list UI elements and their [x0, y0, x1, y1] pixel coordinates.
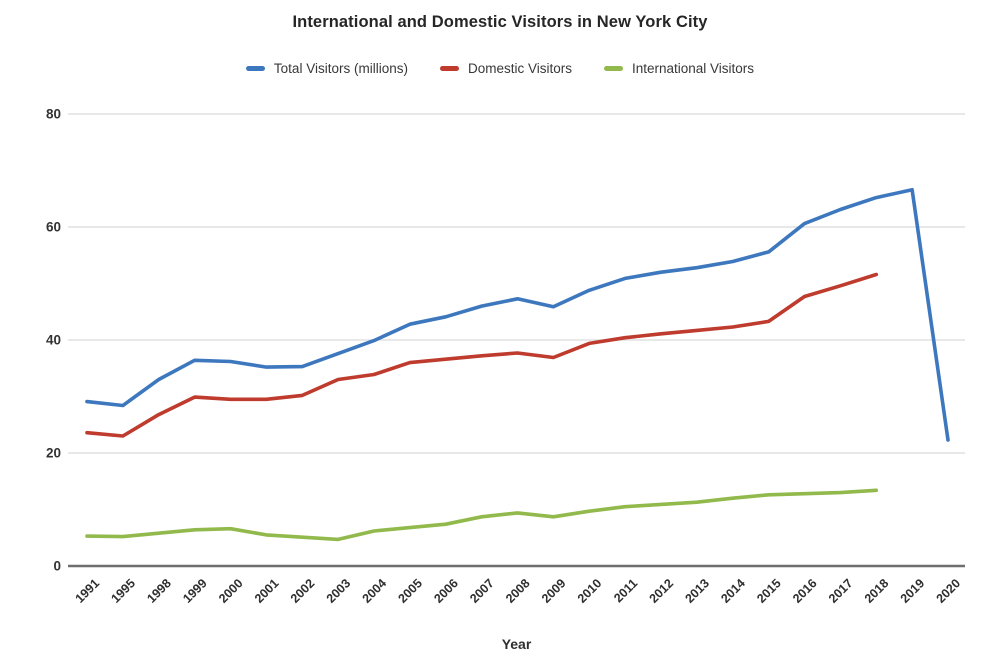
x-tick-label: 2016	[790, 576, 820, 606]
y-tick-label: 20	[46, 446, 61, 461]
x-tick-label: 1991	[73, 576, 103, 606]
x-tick-label: 2020	[934, 576, 964, 606]
x-tick-label: 2011	[611, 576, 640, 605]
x-tick-label: 2000	[216, 576, 246, 606]
x-tick-label: 2003	[324, 576, 354, 606]
x-tick-label: 2012	[647, 576, 677, 606]
legend: Total Visitors (millions) Domestic Visito…	[0, 61, 1000, 76]
y-tick-label: 40	[46, 333, 61, 348]
x-tick-label: 2005	[395, 576, 425, 606]
x-tick-label: 2015	[754, 576, 784, 606]
x-tick-label: 2009	[539, 576, 569, 606]
legend-item-domestic-visitors: Domestic Visitors	[439, 61, 572, 76]
series-line-domestic-visitors	[85, 272, 879, 438]
x-tick-label: 2006	[431, 576, 461, 606]
x-tick-label: 2010	[575, 576, 605, 606]
x-axis-title: Year	[502, 636, 532, 652]
x-tick-label: 2004	[360, 576, 390, 606]
x-tick-label: 2017	[826, 576, 856, 606]
x-tick-label: 2008	[503, 576, 533, 606]
legend-swatch-icon	[603, 66, 623, 71]
legend-item-total-visitors-millions: Total Visitors (millions)	[245, 61, 408, 76]
legend-swatch-icon	[439, 66, 459, 71]
legend-swatch-icon	[245, 66, 265, 71]
series-line-international-visitors	[85, 488, 879, 542]
y-tick-label: 80	[46, 107, 61, 122]
x-tick-label: 2007	[467, 576, 497, 606]
x-tick-label: 2019	[898, 576, 928, 606]
legend-label: Total Visitors (millions)	[273, 61, 408, 76]
legend-item-international-visitors: International Visitors	[603, 61, 755, 76]
x-tick-label: 2014	[718, 576, 748, 606]
x-tick-label: 2002	[288, 576, 318, 606]
y-tick-label: 0	[53, 559, 61, 574]
series-line-total-visitors-millions	[85, 187, 950, 442]
x-tick-label: 2001	[252, 576, 282, 606]
x-tick-label: 1995	[108, 576, 138, 606]
x-tick-label: 1999	[180, 576, 210, 606]
y-tick-label: 60	[46, 220, 61, 235]
x-tick-label: 2018	[862, 576, 892, 606]
legend-label: Domestic Visitors	[467, 61, 572, 76]
chart-title: International and Domestic Visitors in N…	[292, 13, 708, 31]
x-tick-label: 2013	[682, 576, 712, 606]
x-tick-label: 1998	[144, 576, 174, 606]
legend-label: International Visitors	[631, 61, 755, 76]
